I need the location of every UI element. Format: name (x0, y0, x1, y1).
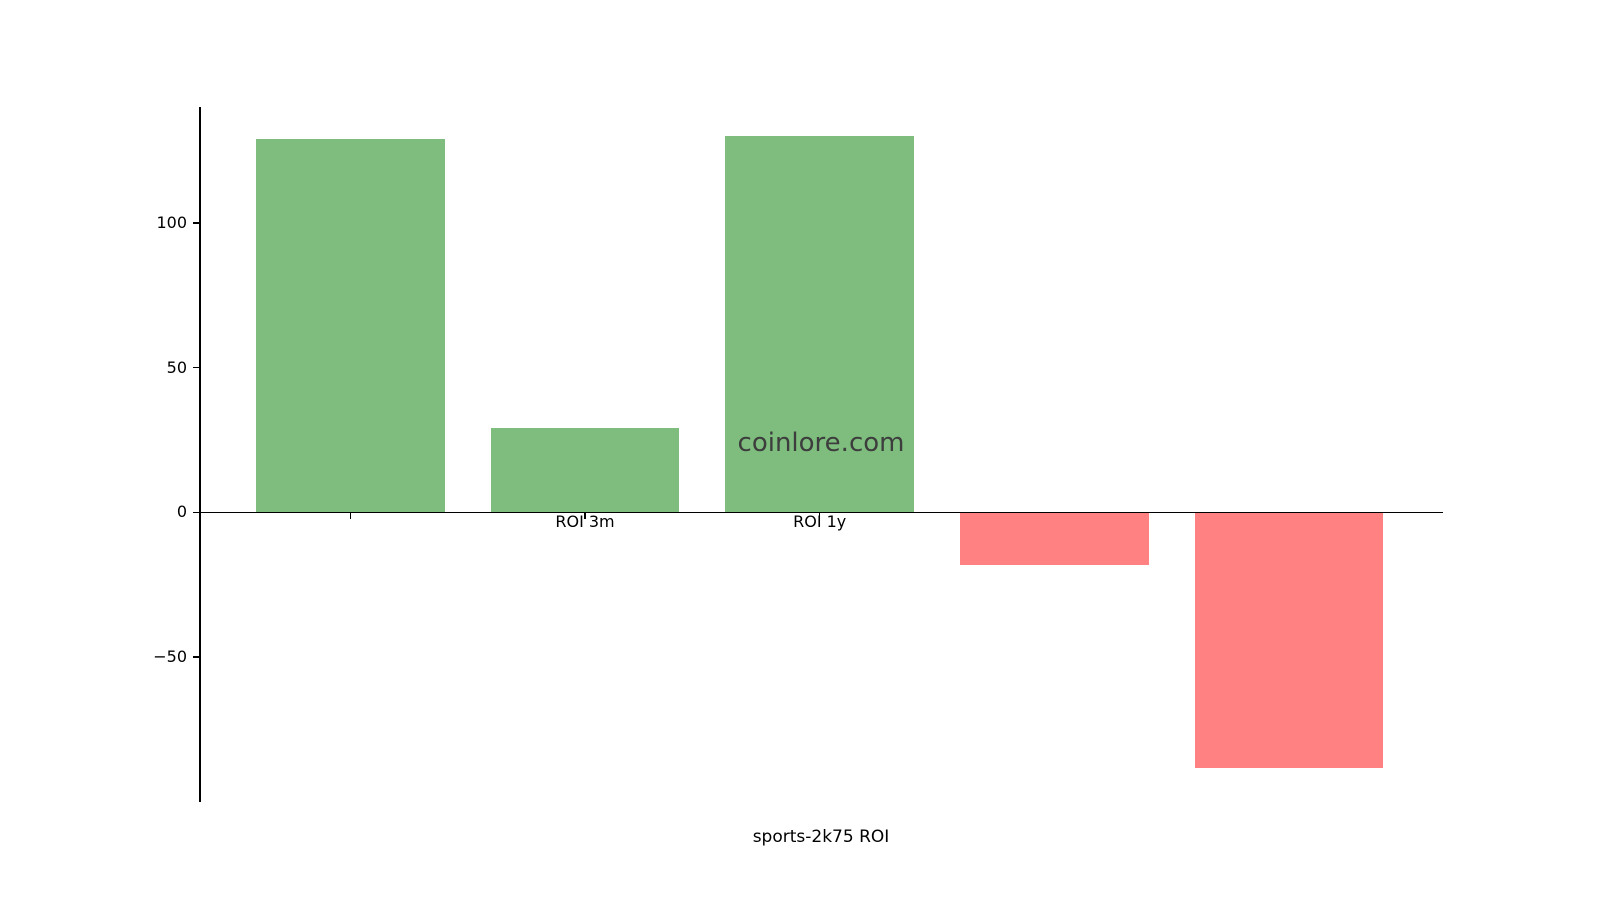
x-tick (584, 512, 586, 520)
y-tick (193, 222, 200, 224)
x-axis-line (200, 511, 1443, 514)
y-tick (193, 366, 200, 369)
bar-roi-3m (490, 428, 680, 513)
watermark-text: coinlore.com (737, 428, 905, 458)
y-tick (193, 511, 200, 514)
y-tick-label: −50 (153, 647, 187, 667)
x-tick-label: ROI 3m (555, 512, 615, 532)
y-tick-label: 50 (166, 357, 187, 377)
x-tick (349, 512, 352, 520)
bar-roi-1y (725, 135, 915, 513)
chart-title: sports-2k75 ROI (752, 827, 890, 847)
x-tick (818, 512, 821, 520)
bar-unlabeled-5 (1194, 513, 1384, 768)
y-axis-line (199, 107, 201, 802)
y-tick-label: 0 (176, 502, 187, 522)
bar-unlabeled-1 (255, 138, 445, 513)
y-tick (193, 656, 200, 658)
x-tick-label: ROI 1y (793, 512, 847, 532)
y-tick-label: 100 (156, 212, 187, 232)
bar-unlabeled-4 (960, 513, 1149, 566)
